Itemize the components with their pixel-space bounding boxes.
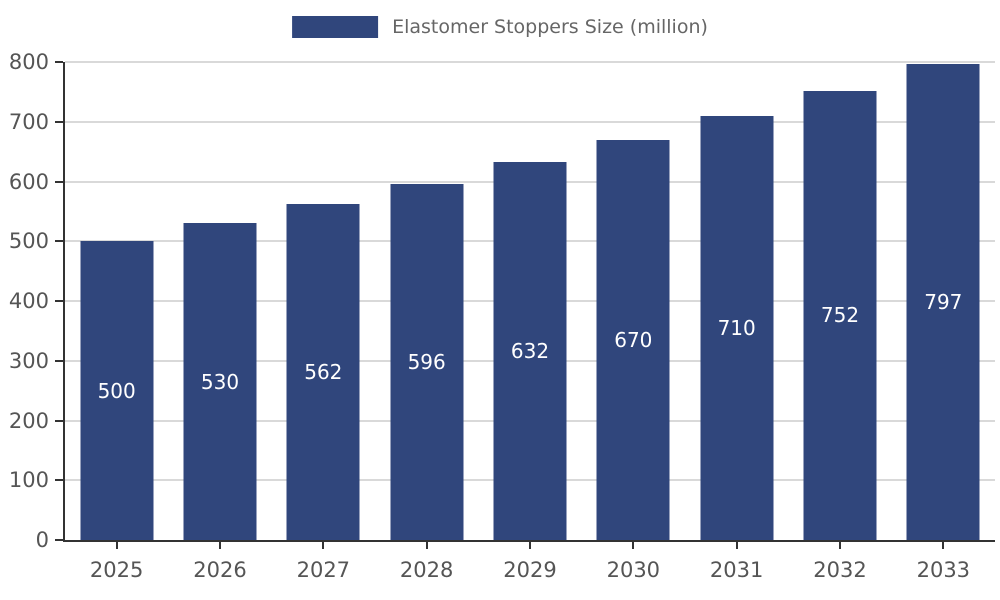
x-tick-label-2027: 2027 (296, 558, 351, 582)
y-tick-label-600: 600 (8, 169, 49, 194)
bar-value-label: 752 (820, 303, 860, 328)
bar-value-label: 500 (97, 378, 136, 403)
bar-value-label: 562 (304, 360, 343, 385)
x-tick-mark (839, 542, 841, 549)
bar-2027: 562 (286, 204, 360, 540)
y-tick-label-0: 0 (35, 528, 49, 552)
bar-2028: 596 (390, 183, 464, 540)
x-tick-mark (632, 542, 635, 549)
x-tick-label-2029: 2029 (503, 558, 557, 582)
y-tick-mark (55, 120, 63, 123)
x-tick-label-2028: 2028 (399, 558, 454, 582)
bar-value-label: 632 (510, 339, 550, 364)
bar-2033: 797 (906, 63, 980, 540)
x-tick-mark (529, 542, 531, 549)
x-tick-mark (425, 542, 428, 549)
y-tick-mark (55, 479, 63, 482)
x-axis-ticks (65, 542, 995, 549)
bar-2025: 500 (80, 241, 154, 540)
x-tick-label-2025: 2025 (89, 558, 144, 582)
y-tick-label-700: 700 (8, 109, 49, 134)
x-axis-labels: 2025 2026 2027 2028 2029 2030 2031 2032 2033 (65, 558, 995, 588)
bar-value-label: 710 (717, 315, 756, 340)
bar-2026: 530 (183, 223, 257, 540)
y-tick-label-500: 500 (8, 229, 49, 254)
x-tick-label-2032: 2032 (813, 558, 867, 582)
legend-label: Elastomer Stoppers Size (million) (392, 16, 708, 38)
y-tick-mark (55, 359, 63, 362)
y-tick-label-300: 300 (8, 348, 49, 373)
y-tick-mark (55, 240, 63, 243)
x-tick-label-2031: 2031 (709, 558, 764, 582)
y-tick-label-200: 200 (8, 408, 49, 433)
bar-value-label: 596 (407, 349, 446, 374)
x-tick-label-2033: 2033 (916, 558, 971, 582)
bar-value-label: 797 (924, 289, 963, 314)
y-tick-label-800: 800 (8, 50, 49, 74)
x-tick-label-2026: 2026 (193, 558, 247, 582)
x-axis-line (63, 540, 995, 542)
gridline-700 (65, 120, 995, 123)
gridline-800 (65, 61, 995, 63)
bar-value-label: 530 (200, 369, 240, 394)
bar-2029: 632 (493, 162, 567, 540)
bar-value-label: 670 (614, 327, 653, 352)
y-tick-label-100: 100 (8, 468, 49, 493)
x-tick-mark (218, 542, 221, 549)
y-tick-label-400: 400 (8, 289, 49, 313)
legend-swatch (292, 16, 379, 38)
bar-2030: 670 (596, 139, 670, 540)
plot-area: 500 530 562 596 632 670 710 752 797 (65, 61, 995, 540)
x-tick-label-2030: 2030 (606, 558, 661, 582)
x-tick-mark (735, 542, 738, 549)
y-tick-mark (55, 419, 63, 422)
x-tick-mark (322, 542, 325, 549)
y-tick-mark (55, 539, 63, 541)
y-tick-mark (55, 180, 63, 183)
y-axis: 0 100 200 300 400 500 600 700 800 (0, 50, 63, 552)
y-tick-mark (55, 300, 63, 302)
y-tick-mark (55, 61, 63, 63)
bar-2031: 710 (700, 115, 774, 540)
legend: Elastomer Stoppers Size (million) (292, 16, 708, 38)
x-tick-mark (942, 542, 945, 549)
x-tick-mark (115, 542, 118, 549)
bar-2032: 752 (803, 90, 877, 540)
y-axis-line (63, 62, 65, 542)
